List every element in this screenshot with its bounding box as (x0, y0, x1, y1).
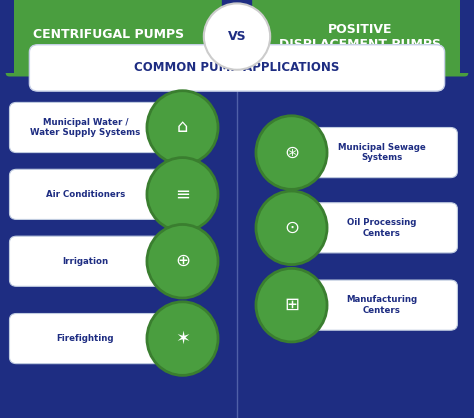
Text: ⌂: ⌂ (177, 118, 188, 137)
Ellipse shape (147, 302, 218, 375)
Text: POSITIVE
DISPLACEMENT PUMPS: POSITIVE DISPLACEMENT PUMPS (279, 23, 441, 51)
Ellipse shape (204, 3, 270, 70)
Ellipse shape (256, 268, 327, 342)
Text: Oil Processing
Centers: Oil Processing Centers (347, 218, 416, 237)
FancyBboxPatch shape (306, 127, 457, 178)
Text: CENTRIFUGAL PUMPS: CENTRIFUGAL PUMPS (34, 28, 184, 41)
Ellipse shape (147, 91, 218, 164)
FancyBboxPatch shape (9, 314, 161, 364)
Text: ⊕: ⊕ (175, 252, 190, 270)
FancyBboxPatch shape (29, 45, 445, 91)
Text: ≡: ≡ (175, 185, 190, 204)
FancyBboxPatch shape (9, 102, 161, 153)
FancyBboxPatch shape (0, 0, 14, 73)
Text: Air Conditioners: Air Conditioners (46, 190, 125, 199)
Text: Irrigation: Irrigation (62, 257, 109, 266)
Text: ⊙: ⊙ (284, 219, 299, 237)
Ellipse shape (147, 224, 218, 298)
Text: ⊞: ⊞ (284, 296, 299, 314)
FancyBboxPatch shape (460, 0, 474, 73)
Text: ✶: ✶ (175, 329, 190, 348)
FancyBboxPatch shape (9, 169, 161, 219)
Ellipse shape (256, 116, 327, 189)
FancyBboxPatch shape (252, 0, 468, 76)
Text: VS: VS (228, 30, 246, 43)
Text: ⊛: ⊛ (284, 143, 299, 162)
Ellipse shape (147, 158, 218, 231)
Text: Municipal Sewage
Systems: Municipal Sewage Systems (337, 143, 426, 162)
FancyBboxPatch shape (306, 203, 457, 253)
Ellipse shape (256, 191, 327, 265)
FancyBboxPatch shape (9, 236, 161, 286)
Text: Municipal Water /
Water Supply Systems: Municipal Water / Water Supply Systems (30, 118, 140, 137)
FancyBboxPatch shape (6, 0, 222, 76)
Text: Firefighting: Firefighting (56, 334, 114, 343)
FancyBboxPatch shape (306, 280, 457, 330)
Text: COMMON PUMP APPLICATIONS: COMMON PUMP APPLICATIONS (134, 61, 340, 74)
Text: Manufacturing
Centers: Manufacturing Centers (346, 296, 417, 315)
